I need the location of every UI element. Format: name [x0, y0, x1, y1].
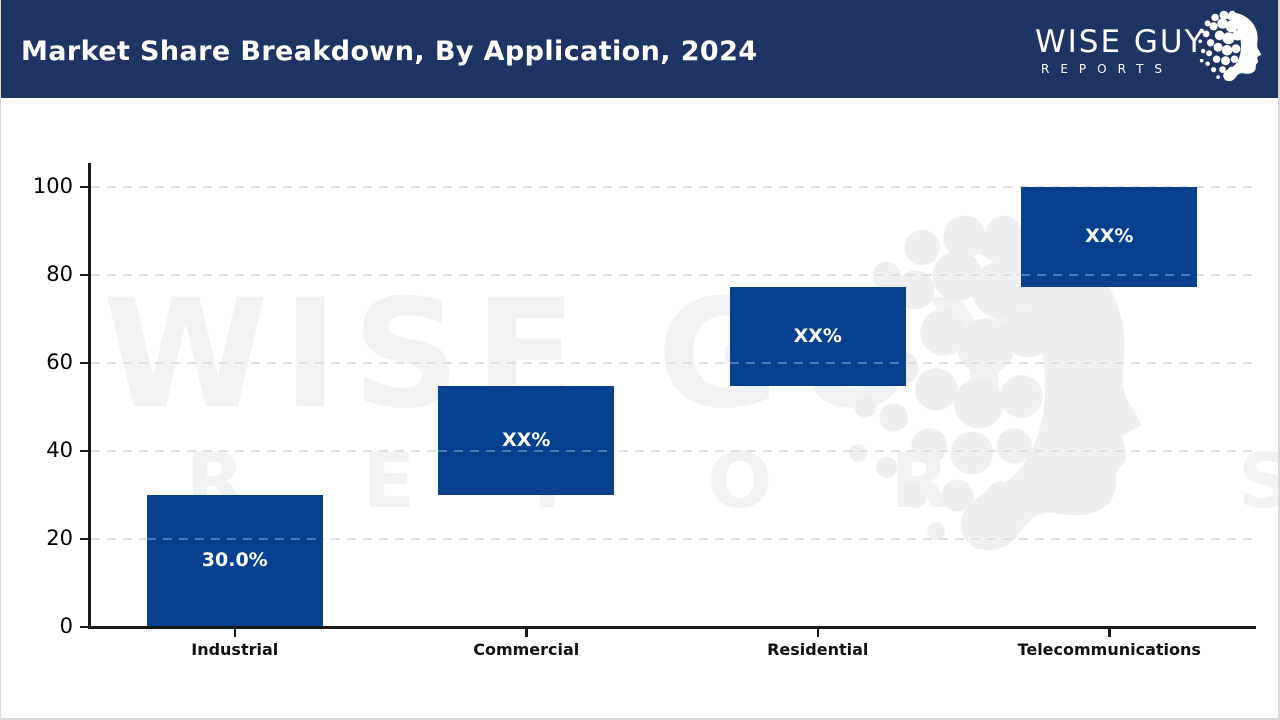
y-axis-tick — [80, 449, 88, 453]
y-tick-label: 80 — [46, 262, 73, 286]
logo-wordmark: WISE GUY — [1035, 24, 1206, 60]
y-tick-label: 0 — [59, 614, 73, 638]
bar-telecommunications: XX% — [1021, 187, 1198, 287]
y-axis-line — [87, 163, 91, 629]
gridline-over-bar — [1021, 274, 1198, 276]
bar-value-label: XX% — [502, 428, 551, 451]
gridline-over-bar — [146, 538, 323, 540]
y-gridline — [91, 274, 1255, 276]
x-category-label: Telecommunications — [1017, 640, 1201, 659]
x-category-label: Commercial — [473, 640, 580, 659]
bar-residential: XX% — [729, 286, 906, 387]
logo-subtext: REPORTS — [1041, 62, 1174, 76]
y-axis-tick — [80, 185, 88, 189]
chart-title: Market Share Breakdown, By Application, … — [21, 36, 758, 67]
x-axis-line — [87, 626, 1256, 629]
y-gridline — [91, 186, 1255, 188]
logo-head-icon — [1198, 10, 1262, 82]
y-axis-tick — [80, 537, 88, 541]
x-category-label: Industrial — [191, 640, 279, 659]
bar-value-label: XX% — [1085, 224, 1134, 247]
bar-value-label: 30.0% — [201, 549, 268, 571]
bar-industrial: 30.0% — [146, 495, 323, 627]
x-axis-tick — [525, 629, 528, 637]
header-bar: Market Share Breakdown, By Application, … — [1, 0, 1278, 98]
x-axis-tick — [816, 629, 819, 637]
x-axis-tick — [1108, 629, 1111, 637]
y-gridline — [91, 538, 1255, 540]
gridline-over-bar — [729, 361, 906, 364]
y-tick-label: 60 — [46, 350, 73, 374]
bar-value-label: XX% — [793, 324, 842, 347]
y-axis-tick — [80, 273, 88, 277]
y-axis-tick — [80, 625, 88, 629]
gridline-over-bar — [438, 449, 615, 452]
y-axis-tick — [80, 361, 88, 365]
y-gridline — [91, 362, 1255, 364]
y-gridline — [91, 450, 1255, 452]
wise-guy-logo: WISE GUY REPORTS — [1009, 8, 1269, 94]
bar-commercial: XX% — [438, 386, 615, 495]
y-tick-label: 100 — [32, 174, 73, 198]
x-axis-tick — [233, 629, 236, 637]
y-tick-label: 20 — [46, 526, 73, 550]
y-tick-label: 40 — [46, 438, 73, 462]
x-category-label: Residential — [767, 640, 869, 659]
